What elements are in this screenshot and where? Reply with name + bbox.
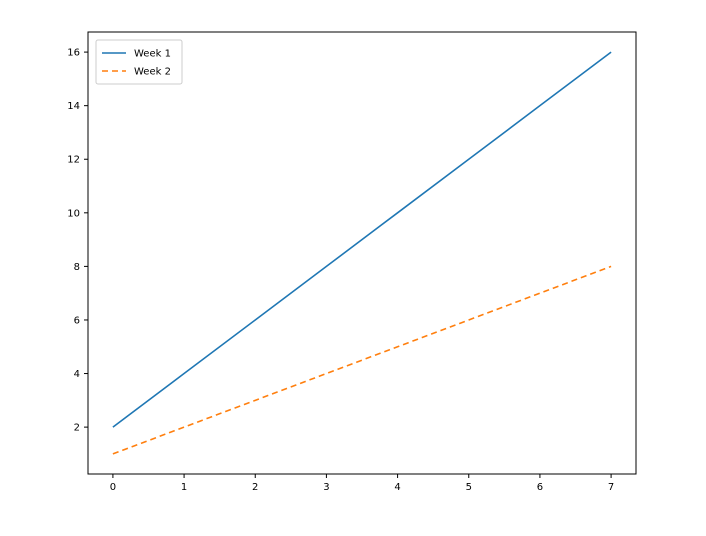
legend-label: Week 2 [134, 67, 171, 78]
legend-label: Week 1 [134, 49, 171, 60]
x-tick-label: 4 [394, 482, 400, 493]
x-tick-label: 1 [181, 482, 187, 493]
y-tick-label: 12 [67, 155, 80, 166]
y-tick-label: 6 [74, 315, 80, 326]
line-chart: 01234567246810121416Week 1Week 2 [0, 0, 706, 536]
x-tick-label: 7 [608, 482, 614, 493]
x-tick-label: 0 [110, 482, 116, 493]
x-tick-label: 2 [252, 482, 258, 493]
chart-figure: 01234567246810121416Week 1Week 2 [0, 0, 706, 536]
legend: Week 1 Week 2 [96, 40, 182, 84]
y-tick-label: 14 [67, 101, 80, 112]
x-tick-label: 5 [466, 482, 472, 493]
y-tick-label: 2 [74, 423, 80, 434]
x-tick-label: 6 [537, 482, 543, 493]
y-tick-label: 4 [74, 369, 80, 380]
y-tick-label: 16 [67, 48, 80, 59]
x-tick-label: 3 [323, 482, 329, 493]
y-tick-label: 8 [74, 262, 80, 273]
y-tick-label: 10 [67, 208, 80, 219]
